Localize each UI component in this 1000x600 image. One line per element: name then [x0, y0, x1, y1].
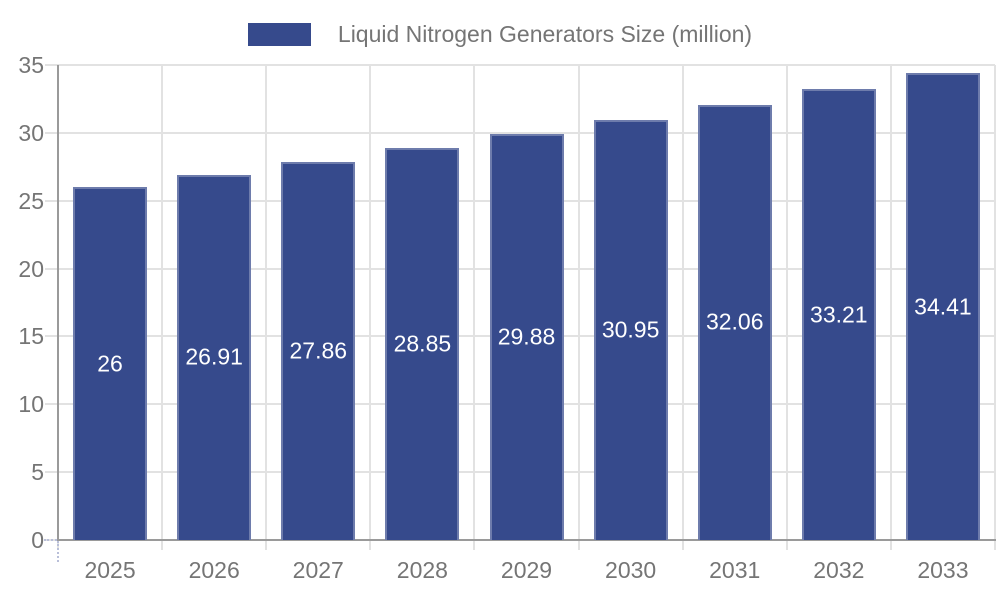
y-axis-tick-label: 15 — [18, 323, 44, 350]
bar-value-2028: 28.85 — [393, 330, 452, 357]
bar-2025 — [73, 187, 148, 540]
bar-value-2031: 32.06 — [705, 308, 764, 335]
x-axis-line — [57, 539, 996, 541]
x-gridline — [785, 65, 788, 550]
y-gridline — [45, 64, 995, 66]
x-axis-tick-label-2028: 2028 — [396, 557, 448, 583]
legend-label: Liquid Nitrogen Generators Size (million… — [337, 21, 753, 47]
x-gridline — [681, 65, 684, 550]
y-axis-tick-label: 20 — [18, 255, 44, 282]
x-gridline — [369, 65, 372, 550]
bar-value-2033: 34.41 — [914, 293, 972, 319]
x-gridline — [889, 65, 892, 550]
chart-legend: Liquid Nitrogen Generators Size (million… — [0, 20, 1000, 48]
legend-swatch — [247, 22, 311, 46]
zero-tick-h — [44, 539, 57, 541]
bar-2026 — [177, 174, 252, 540]
bar-2033 — [905, 73, 980, 540]
y-axis-tick-label: 30 — [18, 119, 44, 146]
bar-value-2027: 27.86 — [289, 337, 348, 364]
x-gridline — [473, 65, 476, 550]
bar-value-2025: 26 — [97, 350, 123, 377]
x-axis-tick-label-2032: 2032 — [813, 557, 865, 583]
y-axis-line — [57, 65, 59, 540]
bar-2031 — [697, 104, 772, 540]
bar-value-2026: 26.91 — [185, 343, 243, 370]
x-gridline — [577, 65, 580, 550]
x-axis-tick-label-2025: 2025 — [84, 557, 136, 583]
y-gridline — [45, 131, 995, 134]
x-axis-tick-label-2031: 2031 — [709, 557, 761, 583]
bar-2029 — [489, 134, 564, 540]
bar-2030 — [593, 119, 668, 540]
y-axis-tick-label: 5 — [31, 459, 44, 486]
x-gridline — [265, 65, 268, 550]
y-axis-tick-label: 10 — [18, 391, 44, 418]
y-axis-tick-label: 35 — [18, 52, 44, 78]
bar-value-2032: 33.21 — [810, 301, 868, 328]
bar-value-2029: 29.88 — [497, 323, 556, 350]
zero-tick-v — [57, 541, 59, 562]
bar-value-2030: 30.95 — [601, 316, 660, 343]
bar-2032 — [801, 89, 876, 540]
x-axis-tick-label-2029: 2029 — [500, 557, 553, 583]
x-axis-tick-label-2026: 2026 — [188, 557, 240, 583]
bar-2028 — [385, 148, 460, 540]
x-axis-tick-label-2030: 2030 — [605, 557, 657, 583]
x-gridline — [161, 65, 164, 550]
bar-2027 — [281, 161, 356, 540]
y-axis-tick-label: 0 — [31, 527, 44, 553]
x-axis-tick-label-2033: 2033 — [917, 557, 969, 583]
x-axis-tick-label-2027: 2027 — [292, 557, 344, 583]
x-gridline — [994, 65, 996, 550]
y-axis-tick-label: 25 — [18, 187, 44, 214]
